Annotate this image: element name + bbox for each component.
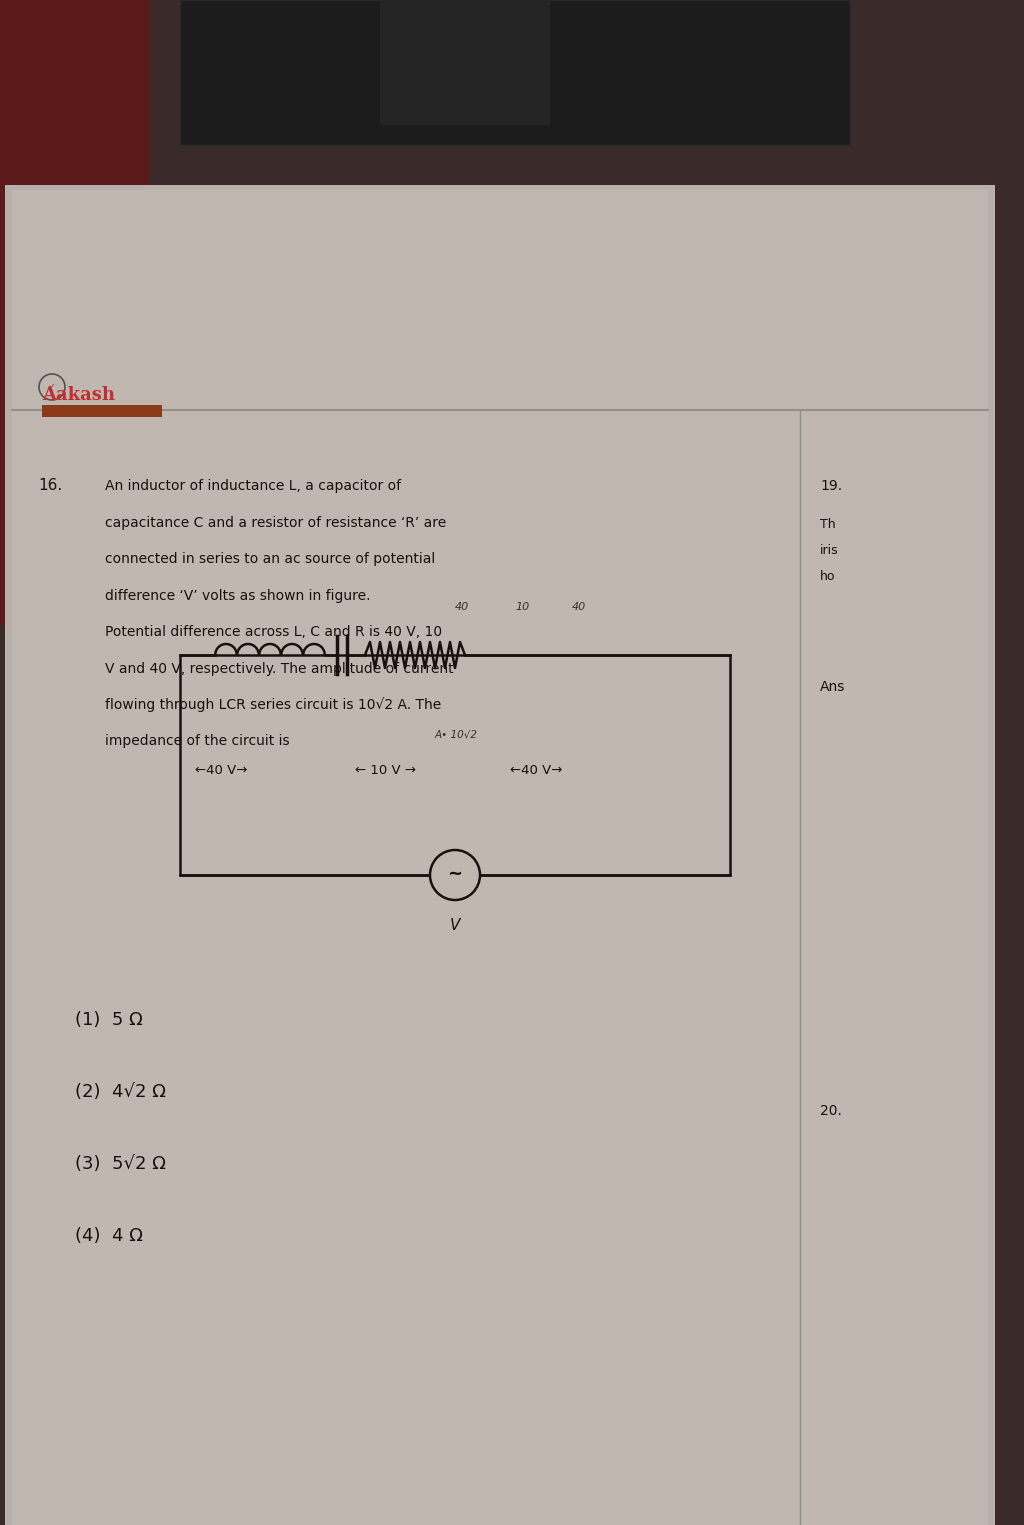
Text: Potential difference across L, C and R is 40 V, 10: Potential difference across L, C and R i… xyxy=(105,625,442,639)
Text: capacitance C and a resistor of resistance ‘R’ are: capacitance C and a resistor of resistan… xyxy=(105,515,446,529)
Text: 40: 40 xyxy=(455,602,469,612)
Text: ←40 V→: ←40 V→ xyxy=(510,764,562,776)
Text: Th: Th xyxy=(820,518,836,531)
Text: ho: ho xyxy=(820,570,836,583)
Text: An inductor of inductance L, a capacitor of: An inductor of inductance L, a capacitor… xyxy=(105,479,401,493)
Text: ← 10 V →: ← 10 V → xyxy=(355,764,416,776)
Text: ←40 V→: ←40 V→ xyxy=(195,764,248,776)
Text: 16.: 16. xyxy=(38,477,62,493)
Text: (2)  4√2 Ω: (2) 4√2 Ω xyxy=(75,1083,166,1101)
Polygon shape xyxy=(180,0,850,145)
Text: A• 10√2: A• 10√2 xyxy=(435,729,478,740)
Text: (4)  4 Ω: (4) 4 Ω xyxy=(75,1228,143,1244)
Text: ✓: ✓ xyxy=(48,381,56,392)
Text: connected in series to an ac source of potential: connected in series to an ac source of p… xyxy=(105,552,435,566)
Polygon shape xyxy=(5,185,995,1525)
Text: (3)  5√2 Ω: (3) 5√2 Ω xyxy=(75,1154,166,1173)
Polygon shape xyxy=(0,0,150,625)
Text: 40: 40 xyxy=(572,602,587,612)
Text: flowing through LCR series circuit is 10√2 A. The: flowing through LCR series circuit is 10… xyxy=(105,697,441,712)
Text: difference ‘V’ volts as shown in figure.: difference ‘V’ volts as shown in figure. xyxy=(105,589,371,602)
Text: 19.: 19. xyxy=(820,479,842,493)
Text: (1)  5 Ω: (1) 5 Ω xyxy=(75,1011,142,1029)
Text: V: V xyxy=(450,918,460,933)
Polygon shape xyxy=(42,406,162,416)
Polygon shape xyxy=(12,191,988,1525)
Text: Aakash: Aakash xyxy=(42,386,115,404)
Text: 10: 10 xyxy=(515,602,529,612)
Text: Ans: Ans xyxy=(820,680,846,694)
Text: 20.: 20. xyxy=(820,1104,842,1118)
Polygon shape xyxy=(380,0,550,125)
Text: impedance of the circuit is: impedance of the circuit is xyxy=(105,735,290,749)
Text: iris: iris xyxy=(820,544,839,557)
Circle shape xyxy=(430,849,480,900)
Text: V and 40 V, respectively. The amplitude of current: V and 40 V, respectively. The amplitude … xyxy=(105,662,454,676)
Text: ~: ~ xyxy=(447,865,463,883)
